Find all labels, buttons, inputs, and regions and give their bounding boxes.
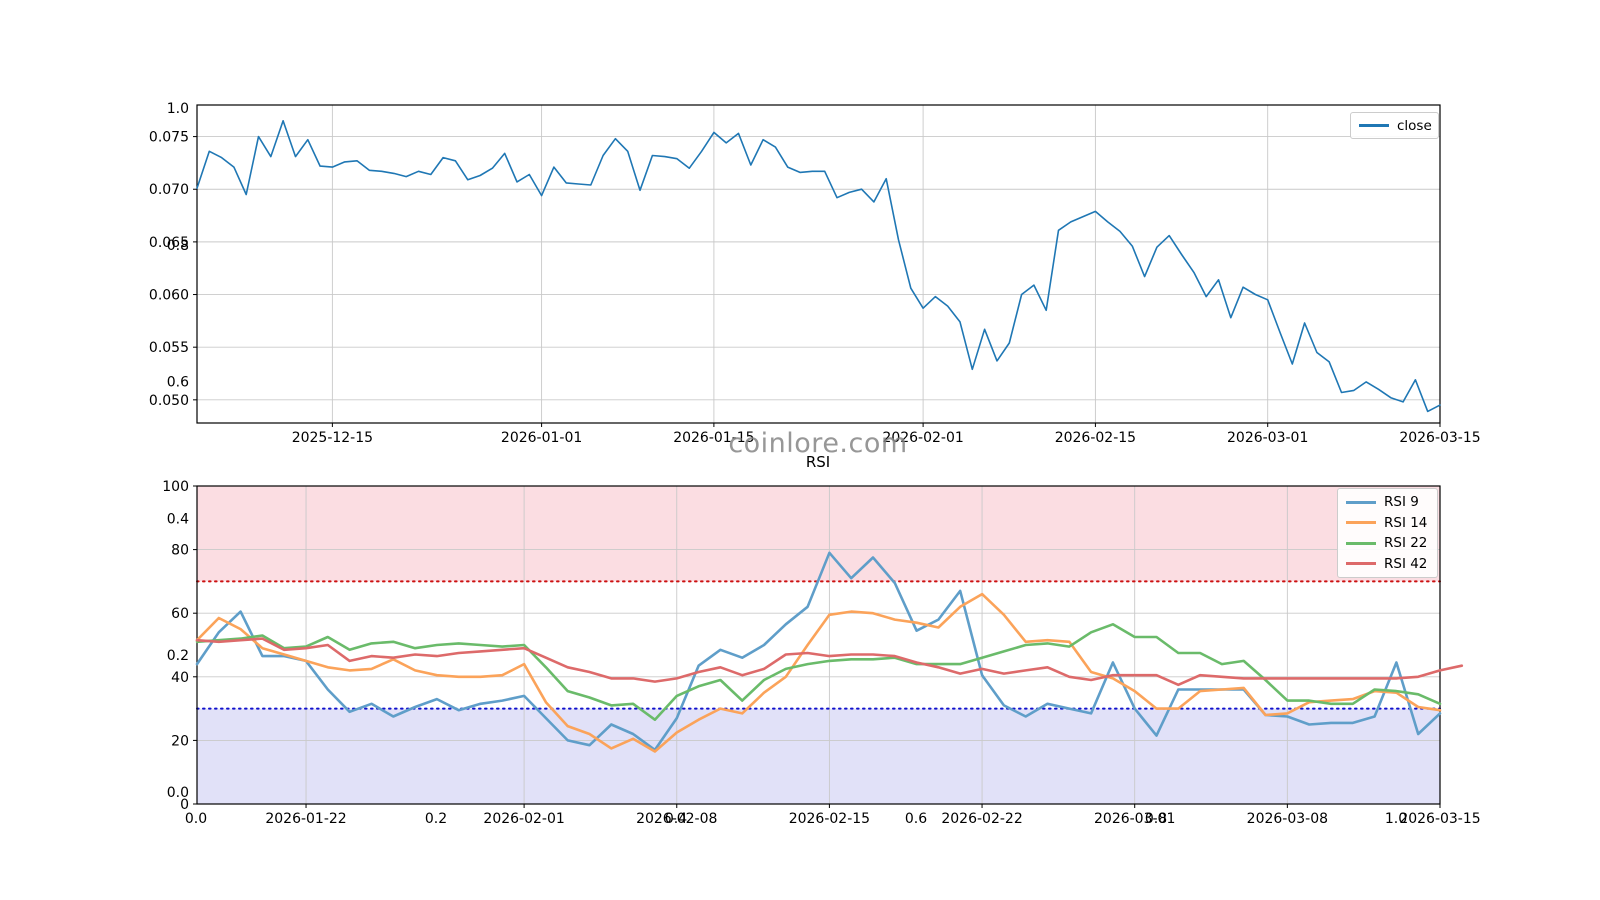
y-tick-label: 100 — [162, 479, 189, 495]
x-tick-label: 2026-02-01 — [483, 811, 564, 827]
y-tick-label: 40 — [171, 670, 189, 686]
series-line-rsi-42 — [195, 637, 1464, 687]
x-tick-label: 2026-03-01 — [1094, 811, 1175, 827]
legend-label-close: close — [1397, 117, 1432, 134]
rsi-9-swatch — [1346, 500, 1376, 504]
overlay-x-label: 1.0 — [1385, 811, 1407, 827]
overlay-y-label: 0.2 — [167, 648, 189, 664]
legend-label-rsi-42: RSI 42 — [1384, 555, 1428, 572]
x-tick-label: 2025-12-15 — [292, 430, 373, 446]
legend-entry-close: close — [1359, 116, 1432, 135]
x-tick-label: 2026-03-15 — [1399, 811, 1480, 827]
overlay-x-label: 0.0 — [185, 811, 207, 827]
rsi-14-swatch — [1346, 521, 1376, 525]
y-tick-label: 0.060 — [149, 288, 189, 304]
series-line-close — [196, 120, 1441, 413]
overlay-y-label: 0.6 — [167, 375, 189, 391]
legend-entry-rsi-22: RSI 22 — [1346, 533, 1429, 554]
y-tick-label: 60 — [171, 606, 189, 622]
series-line-rsi-22 — [195, 622, 1442, 722]
legend-entry-rsi-14: RSI 14 — [1346, 513, 1429, 534]
x-tick-label: 2026-02-15 — [789, 811, 870, 827]
x-tick-label: 2026-02-01 — [882, 430, 963, 446]
x-tick-label: 2026-02-15 — [1055, 430, 1136, 446]
x-tick-label: 2026-01-15 — [673, 430, 754, 446]
legend-label-rsi-14: RSI 14 — [1384, 514, 1428, 531]
y-tick-label: 0.065 — [149, 235, 189, 251]
y-tick-label: 0.055 — [149, 340, 189, 356]
overlay-y-label: 0.8 — [167, 238, 189, 254]
series-line-rsi-14 — [195, 592, 1442, 753]
y-tick-label: 0.075 — [149, 130, 189, 146]
y-tick-label: 0.050 — [149, 393, 189, 409]
x-tick-label: 2026-02-22 — [941, 811, 1022, 827]
band-oversold — [197, 708, 1440, 804]
overlay-y-label: 1.0 — [167, 101, 189, 117]
legend-close: close — [1350, 112, 1439, 139]
legend-rsi: RSI 9 RSI 14 RSI 22 RSI 42 — [1337, 488, 1438, 578]
x-tick-label: 2026-03-01 — [1227, 430, 1308, 446]
overlay-x-label: 0.8 — [1145, 811, 1167, 827]
legend-entry-rsi-9: RSI 9 — [1346, 492, 1429, 513]
x-tick-label: 2026-01-01 — [501, 430, 582, 446]
rsi-panel-title: RSI — [805, 453, 831, 471]
x-tick-label: 2026-02-08 — [636, 811, 717, 827]
axes-spines — [196, 104, 1441, 424]
rsi-42-swatch — [1346, 562, 1376, 566]
legend-label-rsi-9: RSI 9 — [1384, 494, 1419, 511]
overlay-y-label: 0.4 — [167, 511, 189, 527]
legend-entry-rsi-42: RSI 42 — [1346, 554, 1429, 575]
legend-label-rsi-22: RSI 22 — [1384, 535, 1428, 552]
y-tick-label: 0 — [180, 797, 189, 813]
overlay-x-label: 0.4 — [665, 811, 687, 827]
x-tick-label: 2026-03-15 — [1399, 430, 1480, 446]
x-tick-label: 2026-01-22 — [265, 811, 346, 827]
close-line-swatch — [1359, 124, 1389, 127]
y-tick-label: 20 — [171, 733, 189, 749]
x-tick-label: 2026-03-08 — [1247, 811, 1328, 827]
axes-spines — [196, 485, 1441, 805]
overlay-x-label: 0.2 — [425, 811, 447, 827]
rsi-22-swatch — [1346, 541, 1376, 545]
y-tick-label: 0.070 — [149, 182, 189, 198]
band-overbought — [197, 486, 1440, 582]
overlay-y-label: 0.0 — [167, 785, 189, 801]
overlay-x-label: 0.6 — [905, 811, 927, 827]
y-tick-label: 80 — [171, 543, 189, 559]
